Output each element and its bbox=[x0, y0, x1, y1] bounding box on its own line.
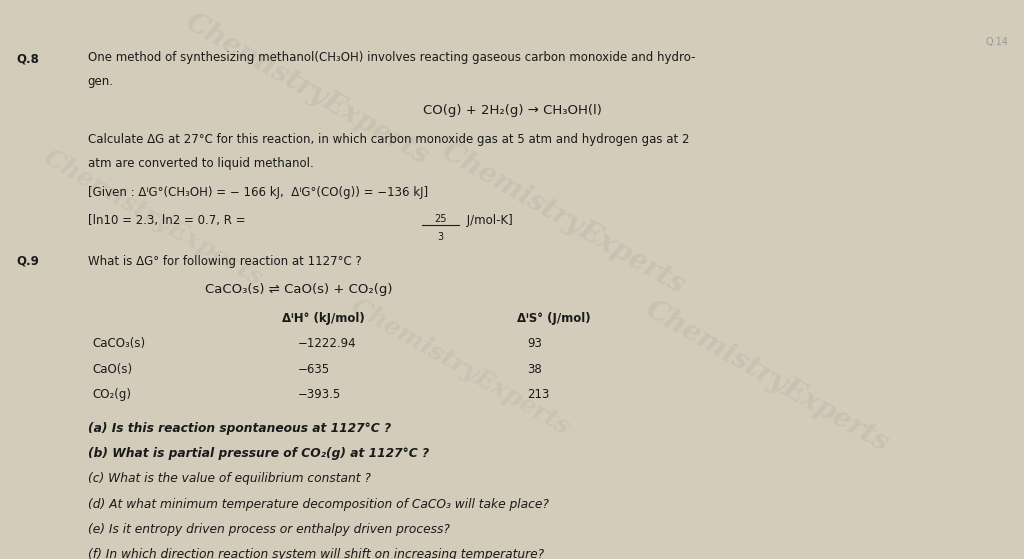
Text: ChemistryExperts: ChemistryExperts bbox=[40, 145, 268, 291]
Text: J/mol-K]: J/mol-K] bbox=[463, 215, 513, 228]
Text: [Given : ΔⁱG°(CH₃OH) = − 166 kJ,  ΔⁱG°(CO(g)) = −136 kJ]: [Given : ΔⁱG°(CH₃OH) = − 166 kJ, ΔⁱG°(CO… bbox=[88, 186, 428, 199]
Text: CaCO₃(s): CaCO₃(s) bbox=[93, 338, 145, 350]
Text: Calculate ΔG at 27°C for this reaction, in which carbon monoxide gas at 5 atm an: Calculate ΔG at 27°C for this reaction, … bbox=[88, 132, 689, 145]
Text: −393.5: −393.5 bbox=[297, 388, 341, 401]
Text: CaO(s): CaO(s) bbox=[93, 363, 133, 376]
Text: ChemistryExperts: ChemistryExperts bbox=[436, 138, 690, 299]
Text: (c) What is the value of equilibrium constant ?: (c) What is the value of equilibrium con… bbox=[88, 472, 371, 485]
Text: Q.9: Q.9 bbox=[16, 255, 39, 268]
Text: 3: 3 bbox=[437, 232, 443, 242]
Text: (d) At what minimum temperature decomposition of CaCO₃ will take place?: (d) At what minimum temperature decompos… bbox=[88, 498, 549, 511]
Text: Q.14: Q.14 bbox=[985, 37, 1008, 48]
Text: gen.: gen. bbox=[88, 75, 114, 88]
Text: −635: −635 bbox=[297, 363, 330, 376]
Text: CaCO₃(s) ⇌ CaO(s) + CO₂(g): CaCO₃(s) ⇌ CaO(s) + CO₂(g) bbox=[205, 283, 393, 296]
Text: −1222.94: −1222.94 bbox=[297, 338, 356, 350]
Text: (a) Is this reaction spontaneous at 1127°C ?: (a) Is this reaction spontaneous at 1127… bbox=[88, 422, 391, 435]
Text: One method of synthesizing methanol(CH₃OH) involves reacting gaseous carbon mono: One method of synthesizing methanol(CH₃O… bbox=[88, 51, 695, 64]
Text: 38: 38 bbox=[527, 363, 542, 376]
Text: ChemistryExperts: ChemistryExperts bbox=[181, 8, 434, 170]
Text: atm are converted to liquid methanol.: atm are converted to liquid methanol. bbox=[88, 157, 313, 170]
Text: (b) What is partial pressure of CO₂(g) at 1127°C ?: (b) What is partial pressure of CO₂(g) a… bbox=[88, 447, 429, 460]
Text: ChemistryExperts: ChemistryExperts bbox=[641, 296, 894, 457]
Text: (e) Is it entropy driven process or enthalpy driven process?: (e) Is it entropy driven process or enth… bbox=[88, 523, 450, 536]
Text: Q.8: Q.8 bbox=[16, 52, 39, 65]
Text: (f) In which direction reaction system will shift on increasing temperature?: (f) In which direction reaction system w… bbox=[88, 548, 544, 559]
Text: CO(g) + 2H₂(g) → CH₃OH(l): CO(g) + 2H₂(g) → CH₃OH(l) bbox=[423, 104, 601, 117]
Text: ΔⁱS° (J/mol): ΔⁱS° (J/mol) bbox=[517, 312, 591, 325]
Text: What is ΔG° for following reaction at 1127°C ?: What is ΔG° for following reaction at 11… bbox=[88, 255, 361, 268]
Text: ΔⁱH° (kJ/mol): ΔⁱH° (kJ/mol) bbox=[282, 312, 365, 325]
Text: [ln10 = 2.3, ln2 = 0.7, R =: [ln10 = 2.3, ln2 = 0.7, R = bbox=[88, 215, 249, 228]
Text: 213: 213 bbox=[527, 388, 550, 401]
Text: CO₂(g): CO₂(g) bbox=[93, 388, 132, 401]
Text: 93: 93 bbox=[527, 338, 543, 350]
Text: ChemistryExperts: ChemistryExperts bbox=[347, 294, 574, 439]
Text: 25: 25 bbox=[434, 215, 446, 225]
